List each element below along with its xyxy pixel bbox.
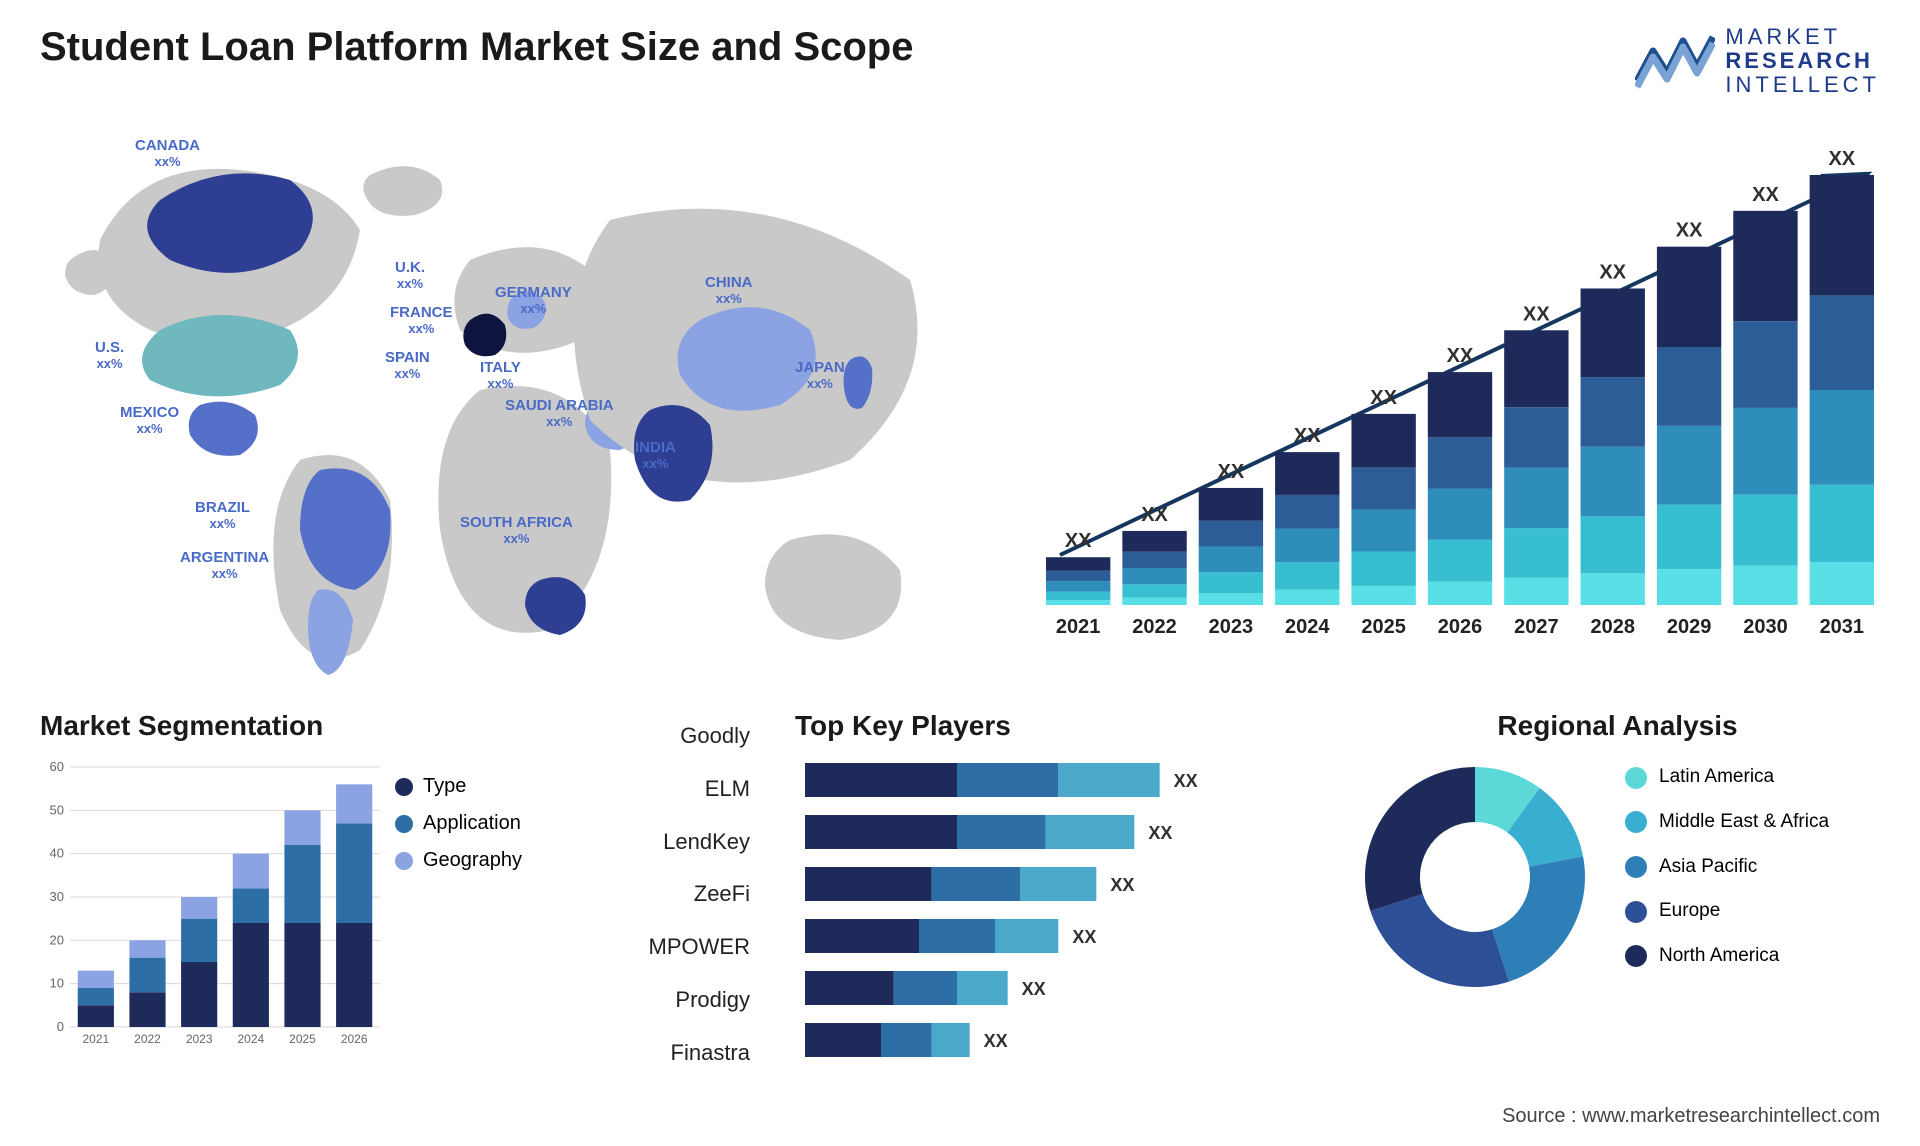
svg-text:XX: XX [1676, 220, 1703, 242]
player-mpower: MPOWER [630, 921, 750, 974]
svg-text:XX: XX [1447, 345, 1474, 367]
svg-text:2027: 2027 [1514, 616, 1559, 638]
map-label-china: CHINAxx% [705, 275, 753, 306]
svg-text:50: 50 [50, 802, 64, 817]
key-players-title: Top Key Players [795, 710, 1335, 742]
map-label-south-africa: SOUTH AFRICAxx% [460, 515, 573, 546]
svg-text:XX: XX [1065, 530, 1092, 552]
logo-line1: MARKET [1725, 25, 1880, 49]
map-label-spain: SPAINxx% [385, 350, 430, 381]
svg-text:XX: XX [1141, 504, 1168, 526]
player-elm: ELM [630, 763, 750, 816]
svg-text:XX: XX [1752, 184, 1779, 206]
world-map-svg [40, 120, 960, 680]
segmentation-chart: 0 10 20 30 40 50 60 2021 2022 2023 2024 2025 2026 [40, 757, 390, 1057]
map-label-u-k-: U.K.xx% [395, 260, 425, 291]
growth-chart: XX 2021 XX 2022 XX 2023 XX 2024 XX 2025 XX 2026 XX 20… [1040, 135, 1880, 660]
map-label-argentina: ARGENTINAxx% [180, 550, 269, 581]
svg-text:2029: 2029 [1667, 616, 1712, 638]
map-label-mexico: MEXICOxx% [120, 405, 179, 436]
svg-text:2031: 2031 [1820, 616, 1865, 638]
segmentation-title: Market Segmentation [40, 710, 660, 742]
svg-text:2026: 2026 [341, 1032, 368, 1046]
svg-text:2023: 2023 [186, 1032, 213, 1046]
svg-text:2025: 2025 [289, 1032, 316, 1046]
svg-text:XX: XX [1072, 927, 1096, 947]
region-legend-middle-east-africa: Middle East & Africa [1625, 810, 1829, 835]
players-list: GoodlyELMLendKeyZeeFiMPOWERProdigyFinast… [630, 710, 750, 1080]
source-label: Source : www.marketresearchintellect.com [1502, 1105, 1880, 1128]
svg-text:XX: XX [1148, 823, 1172, 843]
svg-text:2026: 2026 [1438, 616, 1483, 638]
seg-legend-geography: Geography [395, 849, 522, 872]
regional-legend: Latin America Middle East & Africa Asia Pa… [1625, 765, 1829, 988]
page-title: Student Loan Platform Market Size and Sc… [40, 25, 913, 70]
svg-text:XX: XX [984, 1031, 1008, 1051]
svg-text:2023: 2023 [1209, 616, 1254, 638]
svg-text:0: 0 [57, 1019, 64, 1034]
player-prodigy: Prodigy [630, 974, 750, 1027]
region-legend-asia-pacific: Asia Pacific [1625, 855, 1829, 880]
logo-line3: INTELLECT [1725, 73, 1880, 97]
logo-line2: RESEARCH [1725, 49, 1880, 73]
svg-text:2024: 2024 [237, 1032, 264, 1046]
player-lendkey: LendKey [630, 816, 750, 869]
svg-text:2022: 2022 [134, 1032, 161, 1046]
svg-text:XX: XX [1599, 261, 1626, 283]
svg-text:2024: 2024 [1285, 616, 1330, 638]
map-label-italy: ITALYxx% [480, 360, 521, 391]
region-legend-latin-america: Latin America [1625, 765, 1829, 790]
svg-text:XX: XX [1110, 875, 1134, 895]
svg-text:2028: 2028 [1590, 616, 1635, 638]
svg-text:2021: 2021 [1056, 616, 1101, 638]
svg-text:XX: XX [1218, 461, 1245, 483]
svg-text:XX: XX [1174, 771, 1198, 791]
svg-text:40: 40 [50, 846, 64, 861]
region-legend-europe: Europe [1625, 899, 1829, 924]
seg-legend-application: Application [395, 812, 522, 835]
map-label-germany: GERMANYxx% [495, 285, 572, 316]
player-zeefi: ZeeFi [630, 868, 750, 921]
key-players-panel: Top Key Players XX XX XX XX XX XX [795, 710, 1335, 1092]
segmentation-panel: Market Segmentation 0 10 20 30 40 50 60 2021 202… [40, 710, 660, 1062]
logo-mark-icon [1635, 31, 1715, 91]
player-finastra: Finastra [630, 1027, 750, 1080]
svg-text:2022: 2022 [1132, 616, 1177, 638]
svg-text:XX: XX [1370, 387, 1397, 409]
svg-text:20: 20 [50, 932, 64, 947]
regional-title: Regional Analysis [1355, 710, 1880, 742]
svg-text:2025: 2025 [1361, 616, 1406, 638]
map-label-france: FRANCExx% [390, 305, 453, 336]
map-label-india: INDIAxx% [635, 440, 676, 471]
player-goodly: Goodly [630, 710, 750, 763]
key-players-chart: XX XX XX XX XX XX [795, 757, 1335, 1087]
regional-donut [1355, 757, 1595, 997]
seg-legend-type: Type [395, 775, 522, 798]
region-legend-north-america: North America [1625, 944, 1829, 969]
svg-text:XX: XX [1523, 303, 1550, 325]
svg-text:XX: XX [1022, 979, 1046, 999]
regional-panel: Regional Analysis Latin America Middle Ea… [1355, 710, 1880, 997]
map-label-canada: CANADAxx% [135, 138, 200, 169]
world-map: CANADAxx% U.S.xx% MEXICOxx% BRAZILxx% ARGENT… [40, 120, 960, 680]
svg-text:60: 60 [50, 759, 64, 774]
svg-text:30: 30 [50, 889, 64, 904]
svg-text:2021: 2021 [82, 1032, 109, 1046]
svg-text:2030: 2030 [1743, 616, 1788, 638]
map-label-brazil: BRAZILxx% [195, 500, 250, 531]
svg-text:XX: XX [1828, 148, 1855, 170]
svg-text:XX: XX [1294, 425, 1321, 447]
map-label-u-s-: U.S.xx% [95, 340, 124, 371]
map-label-saudi-arabia: SAUDI ARABIAxx% [505, 398, 614, 429]
segmentation-legend: Type Application Geography [395, 775, 522, 886]
logo: MARKET RESEARCH INTELLECT [1635, 25, 1880, 98]
svg-text:10: 10 [50, 976, 64, 991]
map-label-japan: JAPANxx% [795, 360, 845, 391]
